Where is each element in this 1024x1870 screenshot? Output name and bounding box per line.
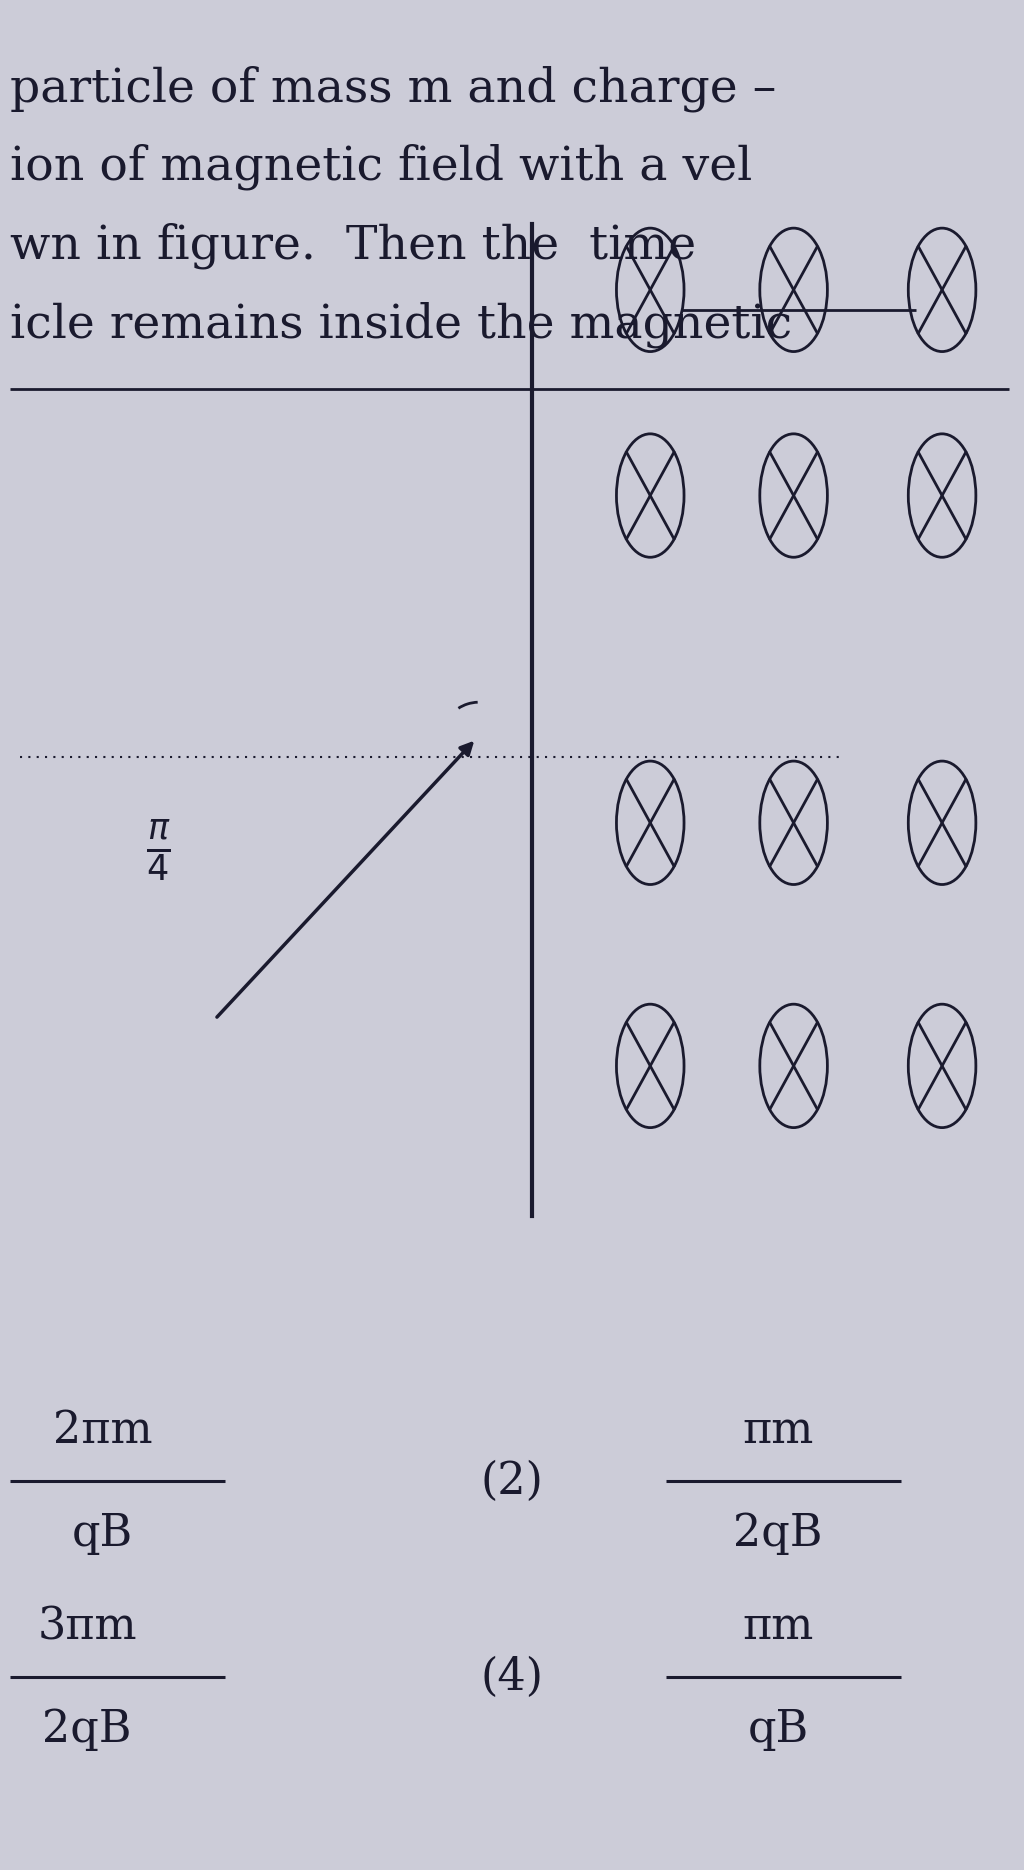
- Text: $\frac{\pi}{4}$: $\frac{\pi}{4}$: [146, 817, 171, 885]
- Text: (2): (2): [480, 1459, 544, 1503]
- Text: icle remains inside the magnetic: icle remains inside the magnetic: [10, 301, 793, 348]
- Text: ion of magnetic field with a vel: ion of magnetic field with a vel: [10, 144, 753, 191]
- Text: qB: qB: [748, 1707, 809, 1752]
- Text: particle of mass m and charge –: particle of mass m and charge –: [10, 65, 776, 112]
- Text: 2πm: 2πm: [52, 1408, 153, 1453]
- Text: qB: qB: [72, 1511, 133, 1556]
- Text: πm: πm: [742, 1408, 814, 1453]
- Text: πm: πm: [742, 1604, 814, 1649]
- Text: (4): (4): [480, 1655, 544, 1700]
- Text: wn in figure.  Then the  time: wn in figure. Then the time: [10, 223, 696, 269]
- Text: 2qB: 2qB: [42, 1707, 132, 1752]
- Text: 3πm: 3πm: [37, 1604, 137, 1649]
- Text: 2qB: 2qB: [733, 1511, 823, 1556]
